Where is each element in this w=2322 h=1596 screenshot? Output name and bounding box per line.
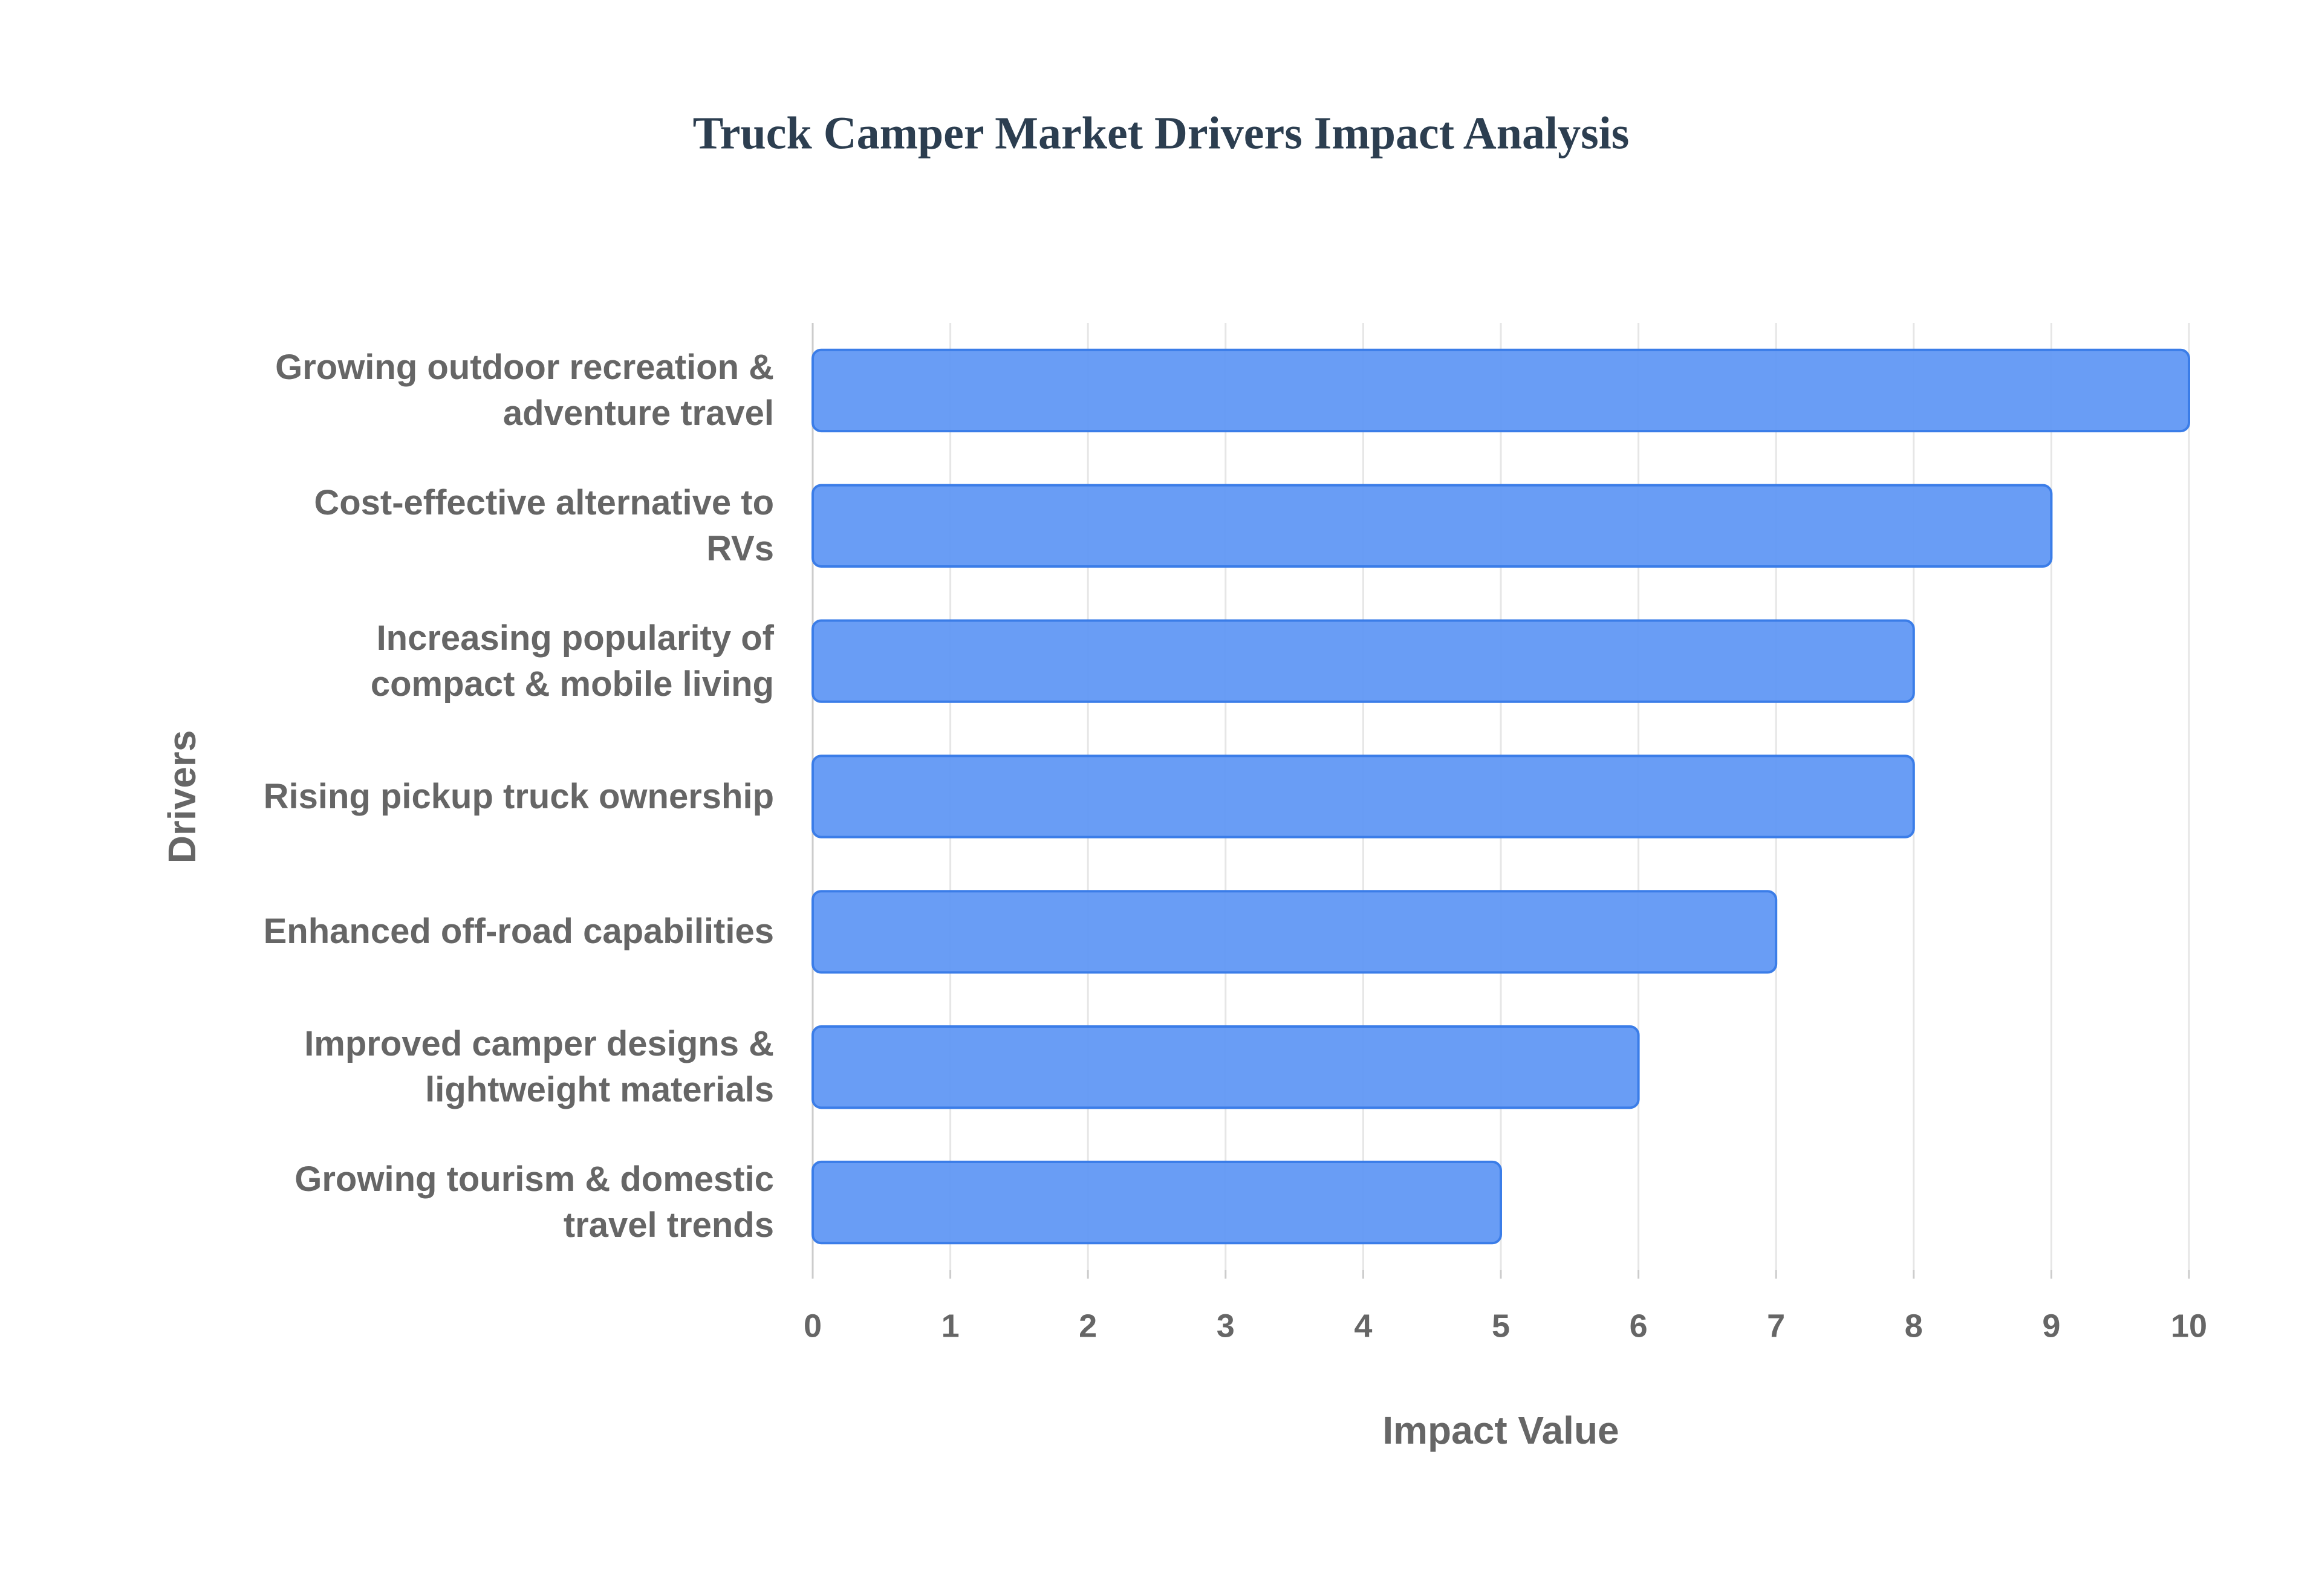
bar bbox=[811, 890, 1778, 974]
y-tick-label: Improved camper designs & lightweight ma… bbox=[304, 1024, 774, 1110]
x-tick-label: 3 bbox=[1217, 1308, 1235, 1344]
x-tick-label: 5 bbox=[1492, 1308, 1510, 1344]
y-tick-label: Cost-effective alternative to RVs bbox=[314, 482, 774, 568]
x-tick-label: 10 bbox=[2171, 1308, 2207, 1344]
bar bbox=[811, 1160, 1502, 1245]
y-tick-label: Increasing popularity of compact & mobil… bbox=[370, 618, 774, 704]
chart-title: Truck Camper Market Drivers Impact Analy… bbox=[693, 108, 1630, 158]
x-axis-title: Impact Value bbox=[1382, 1409, 1619, 1452]
y-tick-label: Enhanced off-road capabilities bbox=[263, 912, 774, 952]
x-tick-label: 9 bbox=[2042, 1308, 2060, 1344]
bar bbox=[811, 348, 2190, 433]
x-tick-label: 8 bbox=[1905, 1308, 1923, 1344]
bar bbox=[811, 619, 1915, 703]
x-tick-label: 1 bbox=[941, 1308, 960, 1344]
bar bbox=[811, 754, 1915, 839]
x-tick-label: 0 bbox=[804, 1308, 822, 1344]
x-tick-label: 6 bbox=[1630, 1308, 1648, 1344]
x-tick-label: 7 bbox=[1767, 1308, 1785, 1344]
y-axis-title: Drivers bbox=[160, 730, 204, 864]
x-tick-label: 2 bbox=[1079, 1308, 1097, 1344]
bar bbox=[811, 1025, 1640, 1109]
bar bbox=[811, 484, 2053, 568]
x-tick-label: 4 bbox=[1354, 1308, 1372, 1344]
y-tick-label: Growing outdoor recreation & adventure t… bbox=[275, 347, 774, 433]
y-tick-label: Rising pickup truck ownership bbox=[263, 776, 774, 816]
y-tick-label: Growing tourism & domestic travel trends bbox=[294, 1160, 774, 1245]
